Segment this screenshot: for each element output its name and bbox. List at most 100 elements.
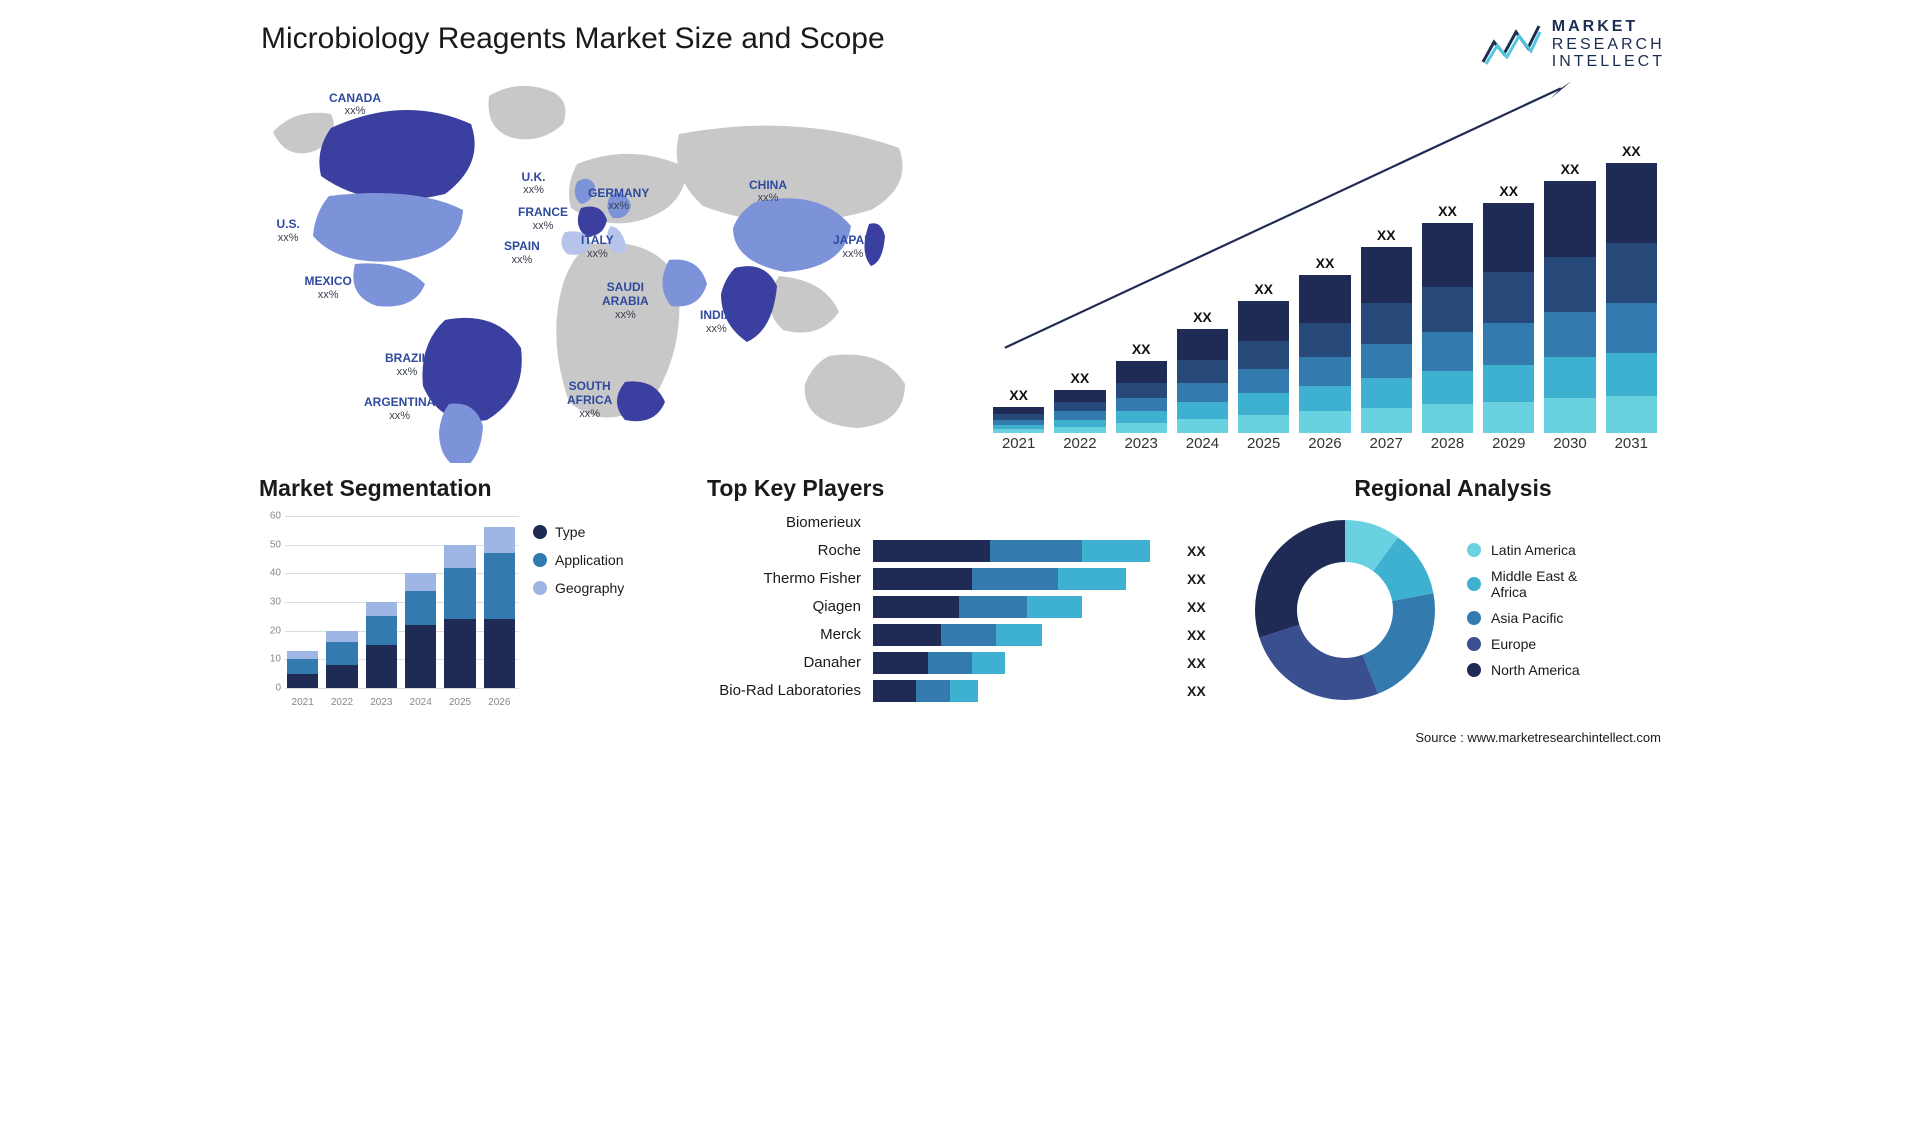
player-name: Roche: [707, 542, 867, 559]
segmentation-legend-item: Application: [533, 552, 624, 568]
growth-bar-value: XX: [1561, 161, 1580, 177]
growth-bar-value: XX: [1316, 255, 1335, 271]
growth-bar-value: XX: [1254, 281, 1273, 297]
player-row: Merck XX: [707, 622, 1227, 647]
regional-legend-item: Asia Pacific: [1467, 610, 1580, 626]
map-label: U.K.xx%: [522, 171, 546, 197]
player-value: XX: [1187, 571, 1227, 587]
player-row: Bio-Rad LaboratoriesXX: [707, 678, 1227, 703]
growth-bar-value: XX: [1377, 227, 1396, 243]
regional-panel: Regional Analysis Latin AmericaMiddle Ea…: [1245, 471, 1661, 710]
regional-legend: Latin AmericaMiddle East &AfricaAsia Pac…: [1467, 542, 1580, 678]
segmentation-bar: [444, 545, 475, 688]
map-label: CANADAxx%: [329, 92, 381, 118]
map-label: GERMANYxx%: [588, 187, 649, 213]
growth-x-tick: 2025: [1238, 435, 1289, 463]
player-row: Thermo FisherXX: [707, 566, 1227, 591]
growth-bar-value: XX: [1499, 183, 1518, 199]
segmentation-bar: [484, 527, 515, 688]
player-bar: [873, 624, 1181, 646]
map-label: JAPANxx%: [833, 234, 873, 260]
segmentation-chart: 0102030405060 202120222023202420252026: [259, 510, 519, 710]
segmentation-legend-item: Type: [533, 524, 624, 540]
growth-x-tick: 2023: [1116, 435, 1167, 463]
player-value: XX: [1187, 627, 1227, 643]
regional-legend-item: Latin America: [1467, 542, 1580, 558]
segmentation-legend-item: Geography: [533, 580, 624, 596]
growth-bar-col: XX: [1606, 143, 1657, 433]
regional-legend-item: Europe: [1467, 636, 1580, 652]
player-bar: [873, 596, 1181, 618]
map-label: FRANCExx%: [518, 206, 568, 232]
growth-bar-col: XX: [1054, 370, 1105, 433]
segmentation-bar: [366, 602, 397, 688]
growth-bar-col: XX: [1544, 161, 1595, 433]
map-label: SPAINxx%: [504, 240, 540, 266]
bottom-row: Market Segmentation 0102030405060 202120…: [259, 471, 1661, 710]
growth-bar-col: XX: [1116, 341, 1167, 433]
brand-logo: MARKET RESEARCH INTELLECT: [1480, 18, 1665, 71]
map-label: SAUDIARABIAxx%: [602, 281, 649, 321]
player-name: Danaher: [707, 654, 867, 671]
growth-x-tick: 2028: [1422, 435, 1473, 463]
growth-bar-col: XX: [1177, 309, 1228, 433]
growth-x-tick: 2029: [1483, 435, 1534, 463]
regional-donut-chart: [1245, 510, 1445, 710]
top-row: CANADAxx%U.S.xx%MEXICOxx%BRAZILxx%ARGENT…: [259, 68, 1661, 463]
player-row: Biomerieux: [707, 510, 1227, 535]
player-row: Roche XX: [707, 538, 1227, 563]
footer-source: Source : www.marketresearchintellect.com: [1415, 730, 1661, 745]
player-name: Merck: [707, 626, 867, 643]
growth-bar-value: XX: [1132, 341, 1151, 357]
growth-x-tick: 2022: [1054, 435, 1105, 463]
player-value: XX: [1187, 599, 1227, 615]
player-row: Danaher XX: [707, 650, 1227, 675]
map-label: BRAZILxx%: [385, 352, 429, 378]
player-bar: [873, 680, 1181, 702]
logo-text: MARKET RESEARCH INTELLECT: [1552, 18, 1665, 71]
growth-x-tick: 2021: [993, 435, 1044, 463]
regional-legend-item: North America: [1467, 662, 1580, 678]
player-value: XX: [1187, 543, 1227, 559]
growth-bar-col: XX: [993, 387, 1044, 433]
growth-bar-value: XX: [1622, 143, 1641, 159]
players-title: Top Key Players: [707, 475, 1227, 502]
map-label: ITALYxx%: [581, 234, 614, 260]
player-name: Qiagen: [707, 598, 867, 615]
player-value: XX: [1187, 655, 1227, 671]
map-label: MEXICOxx%: [305, 275, 352, 301]
segmentation-bar: [405, 573, 436, 688]
growth-bar-value: XX: [1009, 387, 1028, 403]
players-panel: Top Key Players BiomerieuxRocheXXThermo …: [707, 471, 1227, 710]
map-label: INDIAxx%: [700, 309, 733, 335]
map-label: CHINAxx%: [749, 179, 787, 205]
map-label: SOUTHAFRICAxx%: [567, 380, 612, 420]
growth-x-tick: 2031: [1606, 435, 1657, 463]
player-bar: [873, 568, 1181, 590]
player-bar: [873, 512, 1181, 534]
growth-x-tick: 2026: [1299, 435, 1350, 463]
segmentation-panel: Market Segmentation 0102030405060 202120…: [259, 471, 689, 710]
player-bar: [873, 540, 1181, 562]
regional-title: Regional Analysis: [1245, 475, 1661, 502]
growth-x-tick: 2024: [1177, 435, 1228, 463]
growth-bar-col: XX: [1361, 227, 1412, 433]
growth-x-tick: 2027: [1361, 435, 1412, 463]
segmentation-title: Market Segmentation: [259, 475, 689, 502]
growth-x-axis: 2021 2022 2023 2024 2025 2026 2027 2028 2029 2030…: [989, 435, 1661, 463]
segmentation-legend: Type Application Geography: [533, 510, 624, 710]
infographic-page: Microbiology Reagents Market Size and Sc…: [225, 0, 1695, 755]
player-bar: [873, 652, 1181, 674]
map-label: U.S.xx%: [277, 218, 300, 244]
player-name: Biomerieux: [707, 514, 867, 531]
segmentation-bar: [326, 631, 357, 688]
growth-x-tick: 2030: [1544, 435, 1595, 463]
growth-bar-value: XX: [1071, 370, 1090, 386]
growth-bar-value: XX: [1193, 309, 1212, 325]
growth-bar-value: XX: [1438, 203, 1457, 219]
growth-bar-chart: XXXXXXXXXXXXXXXXXXXXXX 20212022202320242…: [989, 68, 1661, 463]
player-value: XX: [1187, 683, 1227, 699]
segmentation-bar: [287, 651, 318, 688]
growth-bar-col: XX: [1299, 255, 1350, 433]
growth-bar-col: XX: [1422, 203, 1473, 433]
